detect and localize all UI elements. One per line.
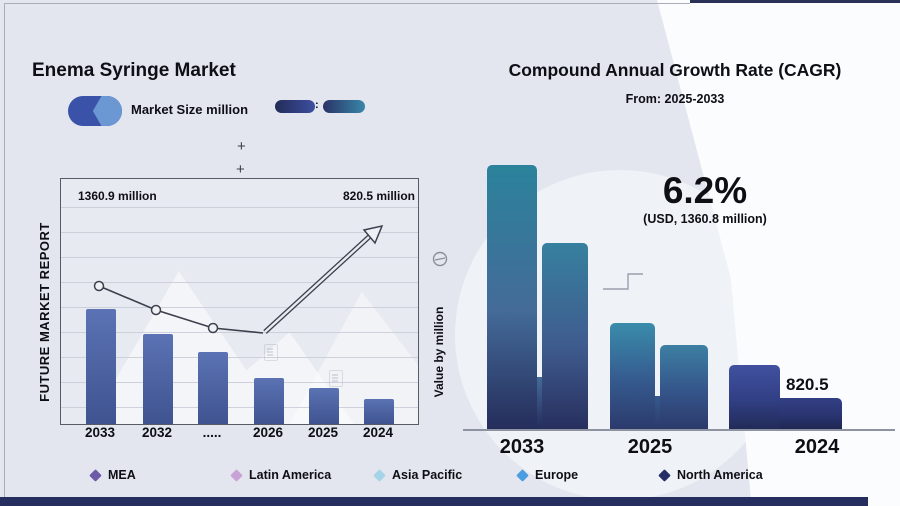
x-label-.....: ..... [202,425,222,440]
cagr-x-label-2033: 2033 [499,436,545,458]
cagr-title: Compound Annual Growth Rate (CAGR) [508,60,842,80]
ratio-separator: : [315,99,319,111]
bar-value-820: 820.5 [786,375,829,394]
annotation-820: 820.5 million [342,189,415,203]
ratio-pill-left [275,100,315,113]
diamond-icon [89,468,102,482]
cagr-bar-bridge-2033 [537,377,542,429]
frame-left-line [4,3,5,497]
cagr-note: (USD, 1360.8 million) [643,212,767,226]
market-bar-2033 [86,309,116,424]
diamond-icon [373,468,386,482]
cagr-bar-2033-1 [487,165,537,429]
cagr-bar-2033-2 [542,243,588,429]
leader-line [603,273,643,290]
future-market-report-label: FUTURE MARKET REPORT [37,222,52,402]
trend-line-arrow [93,224,384,334]
x-label-2026: 2026 [252,425,284,440]
cagr-bar-2025-1 [610,323,655,429]
market-bar-2026 [254,378,284,424]
page-title: Enema Syringe Market [32,60,236,81]
plus-mark-2: + [236,161,245,178]
circle-minus-icon [432,251,448,267]
legend-label: MEA [108,468,136,482]
frame-top-line [4,3,690,4]
legend-label: Europe [535,468,579,482]
watermark-doc-icon [329,370,343,387]
legend-item-europe: Europe [516,468,579,482]
legend-label: Asia Pacific [392,468,463,482]
diamond-icon [658,468,671,482]
cagr-bar-bridge-2025 [655,396,660,429]
bottom-accent-strip [0,497,868,506]
market-size-label: Market Size million [131,102,249,117]
diamond-icon [230,468,243,482]
legend-item-asia-pacific: Asia Pacific [373,468,463,482]
legend-label: North America [677,468,763,482]
annotation-1360: 1360.9 million [78,189,157,203]
x-label-2032: 2032 [141,425,173,440]
x-label-2025: 2025 [307,425,339,440]
ratio-pill-right [323,100,365,113]
diamond-icon [516,468,529,482]
watermark-doc-icon [264,344,278,361]
market-bar-..... [198,352,228,424]
top-right-accent [690,0,900,3]
right-chart-axis [463,429,895,431]
market-bar-2032 [143,334,173,424]
legend-item-north-america: North America [658,468,763,482]
cagr-bar-2024-1 [729,365,780,429]
cagr-subtitle: From: 2025-2033 [625,92,725,106]
x-label-2033: 2033 [84,425,116,440]
cylinder-cap [92,96,122,126]
market-bar-2024 [364,399,394,424]
cagr-x-label-2024: 2024 [794,436,840,458]
value-axis-label: Value by million [432,306,446,398]
cagr-x-label-2025: 2025 [627,436,673,458]
legend-item-mea: MEA [89,468,136,482]
plus-mark-1: + [237,138,246,155]
cagr-bar-2024-2 [780,398,842,429]
cylinder-icon [68,96,122,126]
cagr-value: 6.2% [662,170,748,211]
legend-item-latin-america: Latin America [230,468,332,482]
cagr-bar-2025-2 [660,345,708,429]
market-size-chart: 1360.9 million 820.5 million [60,178,419,426]
legend-label: Latin America [249,468,332,482]
x-label-2024: 2024 [362,425,394,440]
market-bar-2025 [309,388,339,424]
